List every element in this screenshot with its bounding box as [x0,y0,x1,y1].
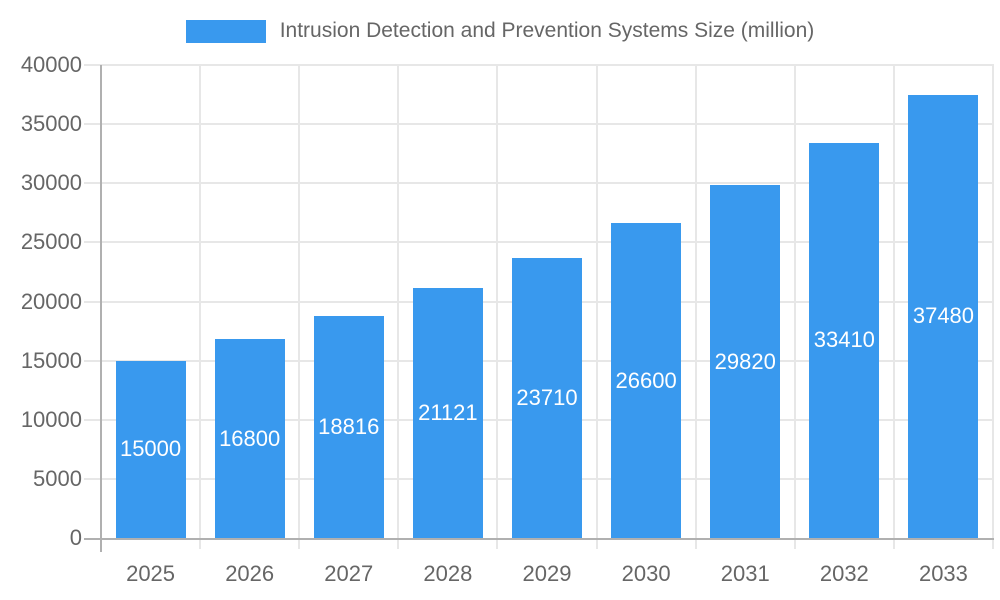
h-gridline [84,241,994,244]
y-axis-label: 35000 [20,111,82,137]
bar-value-label: 29820 [714,348,776,374]
bar-value-label: 21121 [418,400,478,426]
x-axis-label: 2025 [126,561,176,586]
legend[interactable]: Intrusion Detection and Prevention Syste… [0,16,1000,46]
bar-value-label: 15000 [119,436,182,462]
y-axis-label: 0 [69,525,82,550]
y-axis-label: 5000 [33,465,82,491]
y-axis-label: 15000 [20,347,82,373]
bar-2027[interactable]: 18816 [313,315,384,538]
v-gridline [694,65,697,549]
x-axis-label: 2029 [522,561,572,586]
bar-2031[interactable]: 29820 [710,185,781,538]
v-gridline [298,65,301,549]
y-axis-label: 10000 [20,406,82,432]
h-gridline [84,64,994,66]
x-axis-label: 2027 [324,561,374,586]
y-axis-label: 40000 [20,52,82,77]
bar-value-label: 18816 [318,413,380,439]
v-gridline [992,65,994,549]
bar-value-label: 33410 [813,327,875,353]
bar-value-label: 16800 [219,425,281,451]
bar-2025[interactable]: 15000 [115,360,186,538]
bar-value-label: 23710 [516,384,578,410]
v-gridline [199,65,202,549]
h-gridline [84,123,994,126]
x-axis-label: 2032 [819,561,869,586]
legend-label: Intrusion Detection and Prevention Syste… [279,19,815,42]
y-axis-label: 20000 [20,288,82,314]
y-axis-label: 25000 [20,229,82,255]
y-axis-line [100,65,102,552]
x-axis-label: 2033 [918,561,968,586]
v-gridline [892,65,895,549]
x-axis-label: 2030 [621,561,671,586]
bar-2028[interactable]: 21121 [412,288,483,538]
h-gridline [84,182,994,185]
x-axis-line [84,538,994,540]
legend-swatch [185,19,266,43]
bar-2026[interactable]: 16800 [214,339,285,538]
bar-2029[interactable]: 23710 [512,257,582,538]
bar-2030[interactable]: 26600 [611,223,682,538]
bar-2032[interactable]: 33410 [809,142,880,538]
x-axis-label: 2028 [423,561,473,586]
y-axis-label: 30000 [20,170,82,196]
bar-2033[interactable]: 37480 [908,94,979,538]
v-gridline [595,65,598,549]
v-gridline [793,65,796,549]
x-axis-label: 2031 [720,561,770,586]
bar-value-label: 26600 [615,367,677,393]
x-axis-label: 2026 [225,561,275,586]
v-gridline [496,65,499,549]
v-gridline [397,65,400,549]
bar-value-label: 37480 [912,303,975,329]
